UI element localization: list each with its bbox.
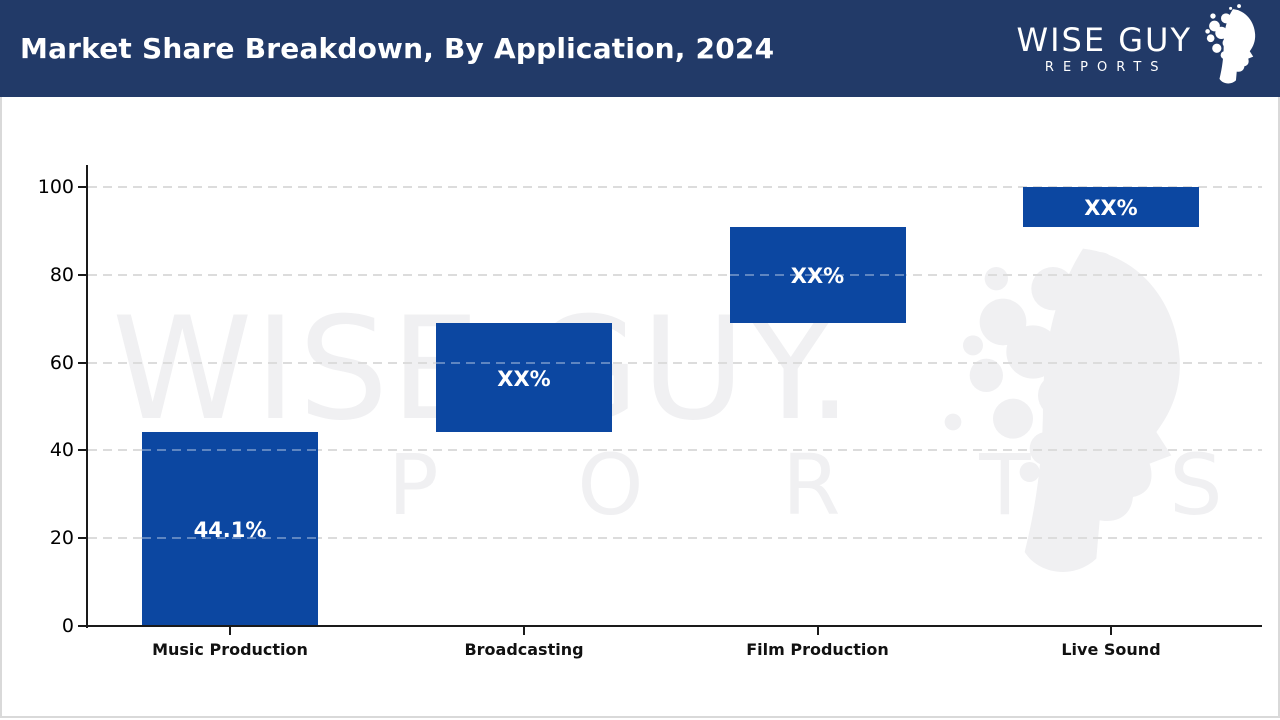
y-tick-label: 60 bbox=[49, 351, 74, 374]
brand-name: WISE GUY bbox=[1016, 20, 1192, 59]
wiseguy-head-icon bbox=[1180, 3, 1272, 95]
x-category-label: Music Production bbox=[152, 640, 308, 659]
x-category-label: Film Production bbox=[746, 640, 889, 659]
y-axis-line bbox=[86, 165, 88, 628]
page-title: Market Share Breakdown, By Application, … bbox=[20, 32, 775, 65]
x-category-label: Live Sound bbox=[1061, 640, 1161, 659]
x-axis-tick bbox=[1110, 627, 1112, 635]
bar-music-production bbox=[142, 432, 318, 626]
grid-line bbox=[88, 186, 1262, 188]
y-tick-label: 40 bbox=[49, 439, 74, 462]
bar-value-label: XX% bbox=[1084, 195, 1138, 220]
watermark-head-icon bbox=[878, 222, 1228, 626]
y-tick-label: 100 bbox=[37, 176, 74, 198]
grid-line bbox=[88, 273, 1262, 276]
x-axis-line bbox=[86, 625, 1262, 627]
bar-value-label: XX% bbox=[497, 366, 551, 391]
brand-subtitle: REPORTS bbox=[1044, 59, 1168, 75]
x-axis-tick bbox=[816, 627, 819, 635]
x-category-label: Broadcasting bbox=[464, 640, 584, 659]
y-axis-tick bbox=[78, 273, 86, 276]
x-axis-tick bbox=[229, 627, 231, 635]
y-axis-tick bbox=[78, 625, 86, 627]
bar-broadcasting bbox=[436, 323, 612, 433]
y-tick-label: 0 bbox=[61, 615, 74, 637]
grid-line-over-bar bbox=[729, 273, 906, 276]
grid-line bbox=[88, 537, 1262, 540]
y-tick-label: 80 bbox=[49, 263, 74, 286]
y-tick-label: 20 bbox=[49, 527, 74, 550]
grid-line bbox=[88, 449, 1262, 452]
header-band: Market Share Breakdown, By Application, … bbox=[0, 0, 1280, 97]
bar-film-production bbox=[729, 226, 906, 324]
brand-logo: WISE GUY REPORTS bbox=[1016, 0, 1272, 97]
y-axis-tick bbox=[78, 537, 86, 540]
x-axis-tick bbox=[523, 627, 525, 635]
y-axis-tick bbox=[78, 186, 86, 188]
grid-line-over-bar bbox=[142, 537, 318, 540]
grid-line-over-bar bbox=[436, 361, 612, 364]
bar-live-sound bbox=[1023, 187, 1199, 227]
y-axis-tick bbox=[78, 449, 86, 452]
brand-logo-text: WISE GUY REPORTS bbox=[1016, 23, 1192, 75]
grid-line-over-bar bbox=[142, 449, 318, 452]
bar-value-label: 44.1% bbox=[193, 518, 267, 543]
grid-line bbox=[88, 361, 1262, 364]
bar-value-label: XX% bbox=[790, 263, 845, 288]
y-axis-tick bbox=[78, 361, 86, 364]
